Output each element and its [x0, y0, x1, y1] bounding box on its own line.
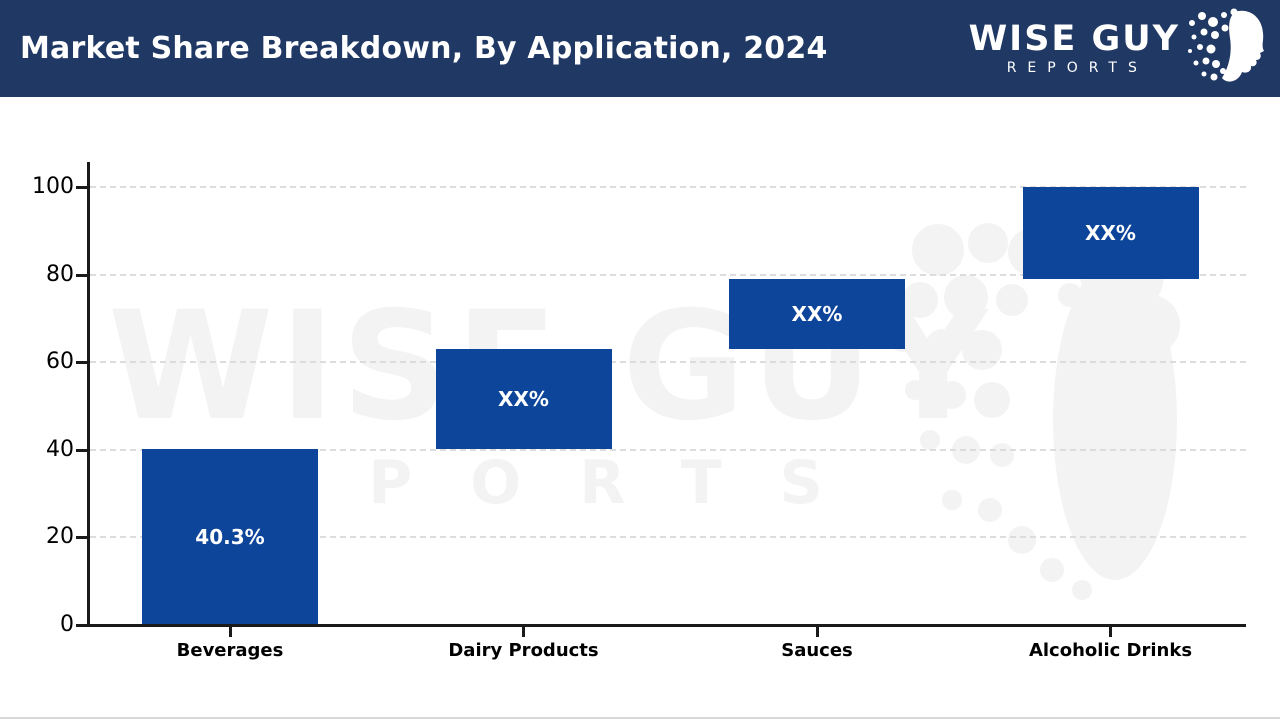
x-axis-tick [228, 627, 232, 637]
y-tick-label: 80 [46, 261, 74, 287]
y-axis-tick [76, 361, 88, 365]
bar [142, 448, 318, 625]
bar-value-label: XX% [1085, 221, 1136, 246]
bar-value-label: XX% [791, 302, 843, 327]
brand-subname: REPORTS [1006, 59, 1148, 76]
gridline [90, 448, 1246, 451]
brand-logo-text: WISE GUY REPORTS [969, 21, 1180, 77]
x-category-label: Alcoholic Drinks [1028, 640, 1193, 661]
gridline [90, 273, 1246, 276]
y-axis-tick [76, 536, 88, 540]
gridline [90, 186, 1246, 189]
y-tick-label: 20 [46, 524, 74, 550]
x-category-label: Beverages [176, 640, 284, 661]
y-tick-label: 100 [32, 174, 74, 200]
header: Market Share Breakdown, By Application, … [0, 0, 1280, 97]
brand-name: WISE GUY [968, 18, 1180, 59]
bar [729, 279, 905, 350]
y-axis-tick [76, 273, 88, 277]
y-axis-tick [76, 624, 88, 627]
bar-value-label: XX% [498, 386, 549, 411]
y-axis-tick [76, 448, 88, 452]
y-tick-label: 0 [60, 612, 74, 637]
x-category-label: Dairy Products [448, 640, 599, 661]
x-axis-tick [815, 627, 819, 637]
y-tick-label: 40 [46, 436, 74, 462]
y-axis-tick [76, 186, 88, 190]
gridline [90, 536, 1246, 539]
x-axis [87, 624, 1246, 627]
bar-value-label: 40.3% [195, 524, 265, 549]
bottom-border [0, 717, 1280, 719]
y-axis [87, 162, 90, 627]
x-category-label: Sauces [781, 640, 853, 661]
page-title: Market Share Breakdown, By Application, … [20, 31, 828, 66]
gridline [90, 361, 1246, 364]
y-tick-label: 60 [46, 349, 74, 375]
bar [435, 349, 612, 449]
brand-logo: WISE GUY REPORTS [969, 7, 1266, 91]
x-axis-tick [1109, 627, 1112, 637]
x-axis-tick [522, 627, 525, 637]
dotted-head-icon [1188, 8, 1264, 82]
